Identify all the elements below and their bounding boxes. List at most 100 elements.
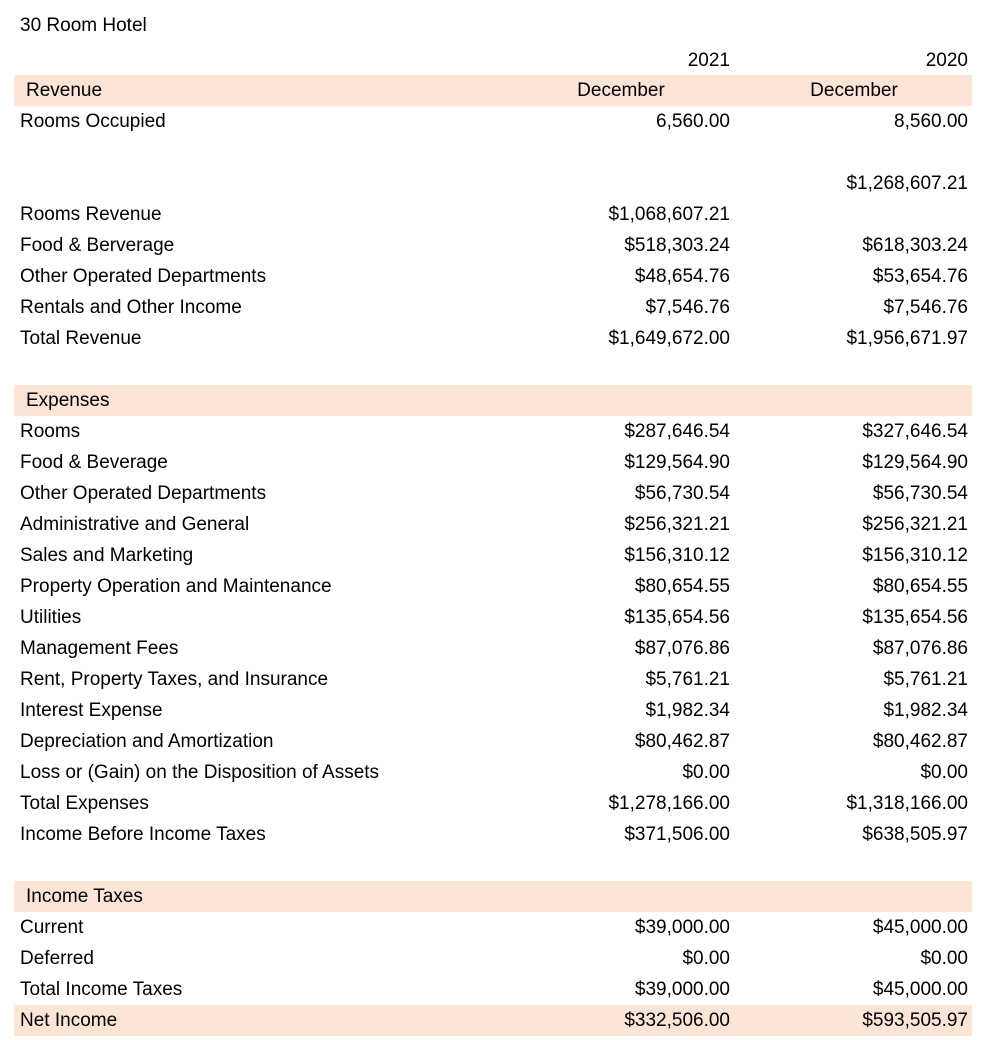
value-2020: $0.00 [920,947,968,969]
table-row: Rentals and Other Income $7,546.76 $7,546.… [14,292,972,323]
value-2020: $7,546.76 [883,296,968,318]
table-row: Current $39,000.00 $45,000.00 [14,912,972,943]
value-2021: 6,560.00 [656,110,730,132]
table-row: Administrative and General $256,321.21 $25… [14,509,972,540]
value-2021: $371,506.00 [624,823,730,845]
page-title: 30 Room Hotel [20,15,147,36]
row-label: Depreciation and Amortization [20,730,274,752]
row-label: Other Operated Departments [20,265,267,287]
value-2020: $1,268,607.21 [846,172,968,194]
section-header-row: Revenue December December [14,75,972,106]
value-2020: $638,505.97 [862,823,968,845]
value-2020: $1,982.34 [883,699,968,721]
value-2021: $87,076.86 [634,637,730,659]
value-2020: 8,560.00 [894,110,968,132]
table-row: Utilities $135,654.56 $135,654.56 [14,602,972,633]
value-2020: $45,000.00 [872,916,968,938]
value-2020: $56,730.54 [872,482,968,504]
row-label: Food & Berverage [20,234,175,256]
table-row: Deferred $0.00 $0.00 [14,943,972,974]
value-2020: $156,310.12 [862,544,968,566]
table-row: Rooms Occupied 6,560.00 8,560.00 [14,106,972,137]
table-row: Other Operated Departments $56,730.54 $56,… [14,478,972,509]
row-label: Revenue [26,79,103,101]
table-row: Income Before Income Taxes $371,506.00 $63… [14,819,972,850]
value-2021: $0.00 [682,761,730,783]
table-row: Total Revenue $1,649,672.00 $1,956,671.97 [14,323,972,354]
value-2020: $256,321.21 [862,513,968,535]
row-label: Rent, Property Taxes, and Insurance [20,668,329,690]
value-2021: $287,646.54 [624,420,730,442]
value-2020: $80,462.87 [872,730,968,752]
table-row: Rent, Property Taxes, and Insurance $5,76… [14,664,972,695]
row-label: Income Before Income Taxes [20,823,266,845]
value-2020: $5,761.21 [883,668,968,690]
value-2021: $1,278,166.00 [608,792,730,814]
value-2021: $48,654.76 [634,265,730,287]
value-2021: $80,654.55 [634,575,730,597]
value-2020: $87,076.86 [872,637,968,659]
value-2021: $39,000.00 [634,978,730,1000]
row-label: Rooms [20,420,81,442]
row-label: Net Income [20,1009,118,1031]
row-label: Deferred [20,947,94,969]
table-row: Food & Berverage $518,303.24 $618,303.24 [14,230,972,261]
value-2020: $1,956,671.97 [846,327,968,349]
section-header-row: Income Taxes [14,881,972,912]
value-2020: $80,654.55 [872,575,968,597]
value-2020: $618,303.24 [862,234,968,256]
value-2021: $5,761.21 [645,668,730,690]
table-row: Management Fees $87,076.86 $87,076.86 [14,633,972,664]
value-2021: $332,506.00 [624,1009,730,1031]
value-2020: $1,318,166.00 [846,792,968,814]
row-label: Food & Beverage [20,451,168,473]
value-2020: $327,646.54 [862,420,968,442]
value-2021: $80,462.87 [634,730,730,752]
table-row: Sales and Marketing $156,310.12 $156,310.1… [14,540,972,571]
table-row: Total Expenses $1,278,166.00 $1,318,166.00 [14,788,972,819]
table-row: $1,268,607.21 [14,168,972,199]
year-header-row: 2021 2020 [14,46,972,75]
row-label: Total Income Taxes [20,978,183,1000]
value-2021: $135,654.56 [624,606,730,628]
row-label: Current [20,916,84,938]
value-2020: $53,654.76 [872,265,968,287]
value-2020: December [810,79,898,101]
value-2021: $1,649,672.00 [608,327,730,349]
spacer-row [14,850,972,881]
row-label: Income Taxes [26,885,143,907]
year-2021-header: 2021 [687,49,730,71]
value-2021: $39,000.00 [634,916,730,938]
value-2020: $0.00 [920,761,968,783]
value-2021: $129,564.90 [624,451,730,473]
year-2020-header: 2020 [925,49,968,71]
row-label: Expenses [26,389,110,411]
value-2020: $593,505.97 [862,1009,968,1031]
row-label: Property Operation and Maintenance [20,575,332,597]
row-label: Total Expenses [20,792,149,814]
table-row: Interest Expense $1,982.34 $1,982.34 [14,695,972,726]
row-label: Rooms Revenue [20,203,162,225]
value-2021: $518,303.24 [624,234,730,256]
table-row: Rooms $287,646.54 $327,646.54 [14,416,972,447]
row-label: Loss or (Gain) on the Disposition of Ass… [20,761,380,783]
row-label: Utilities [20,606,82,628]
table-row: Loss or (Gain) on the Disposition of Ass… [14,757,972,788]
table-row: Food & Beverage $129,564.90 $129,564.90 [14,447,972,478]
net-income-row: Net Income $332,506.00 $593,505.97 [14,1005,972,1036]
table-row: Total Income Taxes $39,000.00 $45,000.00 [14,974,972,1005]
row-label: Other Operated Departments [20,482,267,504]
value-2021: $256,321.21 [624,513,730,535]
value-2020: $135,654.56 [862,606,968,628]
value-2020: $45,000.00 [872,978,968,1000]
value-2020: $129,564.90 [862,451,968,473]
row-label: Rentals and Other Income [20,296,242,318]
statement-rows: Revenue December December Rooms Occupied 6,5… [0,75,982,1036]
section-header-row: Expenses [14,385,972,416]
spacer-row [14,137,972,168]
value-2021: $7,546.76 [645,296,730,318]
row-label: Management Fees [20,637,179,659]
row-label: Administrative and General [20,513,250,535]
spacer-row [14,354,972,385]
